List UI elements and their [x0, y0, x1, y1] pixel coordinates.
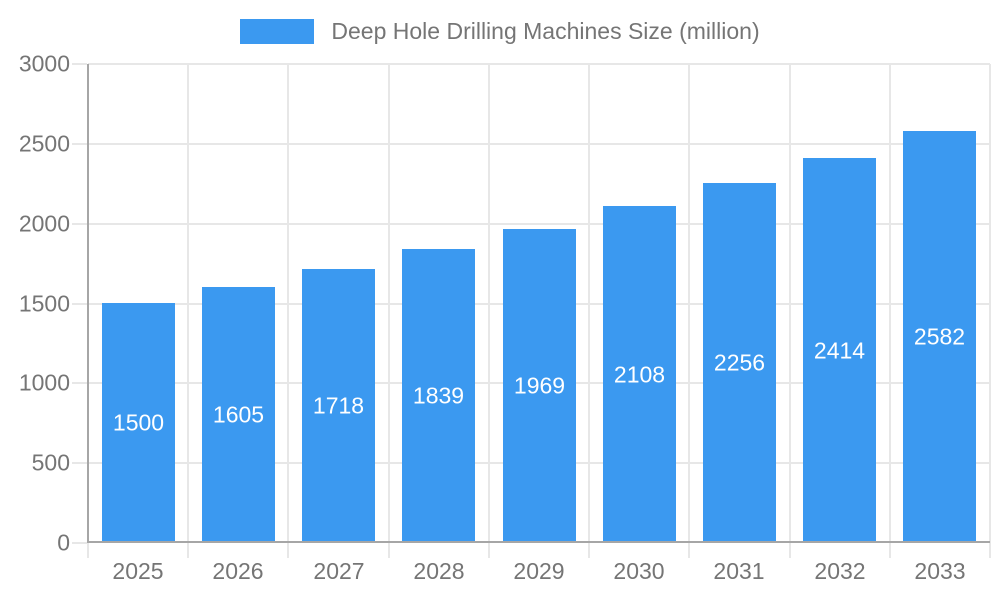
- x-axis: 2025 2026 2027 2028 2029 2030 2031 2032 2033: [88, 558, 990, 588]
- x-axis-tick-label: 2032: [814, 558, 866, 584]
- bar-value-label: 2414: [813, 337, 866, 363]
- h-gridline: [88, 63, 990, 65]
- legend-swatch: [240, 18, 315, 44]
- y-axis-tick: [72, 63, 87, 65]
- x-axis-tick-label: 2029: [513, 558, 565, 584]
- bar-2033[interactable]: 2582: [903, 131, 976, 543]
- v-gridline: [488, 64, 490, 543]
- y-axis-tick-label: 2000: [18, 210, 70, 237]
- bar-value-label: 1969: [513, 372, 566, 399]
- x-axis-tick: [989, 543, 991, 558]
- x-axis-tick-label: 2026: [212, 558, 264, 584]
- y-axis-tick: [72, 223, 87, 225]
- v-gridline: [388, 64, 390, 543]
- bar-2030[interactable]: 2108: [603, 206, 676, 543]
- y-axis-tick-label: 1500: [18, 290, 70, 317]
- y-axis-tick-label: 1000: [18, 369, 70, 396]
- legend-label: Deep Hole Drilling Machines Size (millio…: [331, 17, 760, 44]
- x-axis-tick: [87, 543, 89, 558]
- y-axis: 0 500 1000 1500 2000 2500 3000: [0, 51, 70, 556]
- y-axis-tick-label: 2500: [18, 130, 70, 157]
- y-axis-tick: [72, 382, 87, 384]
- v-gridline: [588, 64, 590, 543]
- bar-2028[interactable]: 1839: [402, 249, 475, 543]
- bar-value-label: 1839: [412, 382, 465, 409]
- y-axis-tick: [72, 542, 87, 544]
- y-axis-line: [87, 64, 89, 543]
- v-gridline: [688, 64, 690, 543]
- x-axis-tick: [889, 543, 891, 558]
- bar-value-label: 1718: [312, 392, 365, 419]
- bar-value-label: 2256: [713, 349, 766, 376]
- y-axis-tick: [72, 303, 87, 305]
- x-axis-tick: [187, 543, 189, 558]
- y-axis-tick: [72, 143, 87, 145]
- bar-2025[interactable]: 1500: [102, 303, 175, 543]
- bar-2029[interactable]: 1969: [503, 229, 576, 543]
- h-gridline: [88, 143, 990, 145]
- plot-area: 1500 1605 1718 1839 1969 2108 2256 2414 2582: [72, 63, 991, 558]
- bar-2027[interactable]: 1718: [302, 269, 375, 543]
- x-axis-tick: [287, 543, 289, 558]
- x-axis-tick: [588, 543, 590, 558]
- y-axis-tick-label: 0: [57, 529, 70, 556]
- x-axis-tick-label: 2028: [413, 558, 465, 584]
- bar-2026[interactable]: 1605: [202, 287, 275, 543]
- x-axis-line: [88, 541, 990, 543]
- v-gridline: [187, 64, 189, 543]
- y-axis-tick-label: 3000: [18, 50, 70, 77]
- x-axis-tick: [688, 543, 690, 558]
- bar-value-label: 2108: [613, 361, 666, 387]
- chart-legend: Deep Hole Drilling Machines Size (millio…: [0, 17, 1000, 45]
- x-axis-tick: [388, 543, 390, 558]
- x-axis-tick-label: 2030: [613, 558, 665, 584]
- y-axis-tick: [72, 462, 87, 464]
- bar-value-label: 2582: [913, 323, 966, 350]
- x-axis-tick-label: 2027: [313, 558, 365, 584]
- bar-2031[interactable]: 2256: [703, 183, 776, 543]
- v-gridline: [789, 64, 791, 543]
- v-gridline: [989, 64, 991, 543]
- bar-2032[interactable]: 2414: [803, 158, 876, 543]
- x-axis-tick-label: 2031: [713, 558, 765, 584]
- h-gridline: [88, 223, 990, 225]
- x-axis-tick-label: 2025: [112, 558, 164, 584]
- v-gridline: [889, 64, 891, 543]
- x-axis-tick: [789, 543, 791, 558]
- bar-value-label: 1500: [112, 409, 165, 436]
- x-axis-tick: [488, 543, 490, 558]
- x-axis-tick-label: 2033: [914, 558, 966, 584]
- y-axis-tick-label: 500: [31, 449, 70, 476]
- legend-item[interactable]: Deep Hole Drilling Machines Size (millio…: [240, 17, 760, 45]
- bar-value-label: 1605: [212, 401, 265, 428]
- v-gridline: [287, 64, 289, 543]
